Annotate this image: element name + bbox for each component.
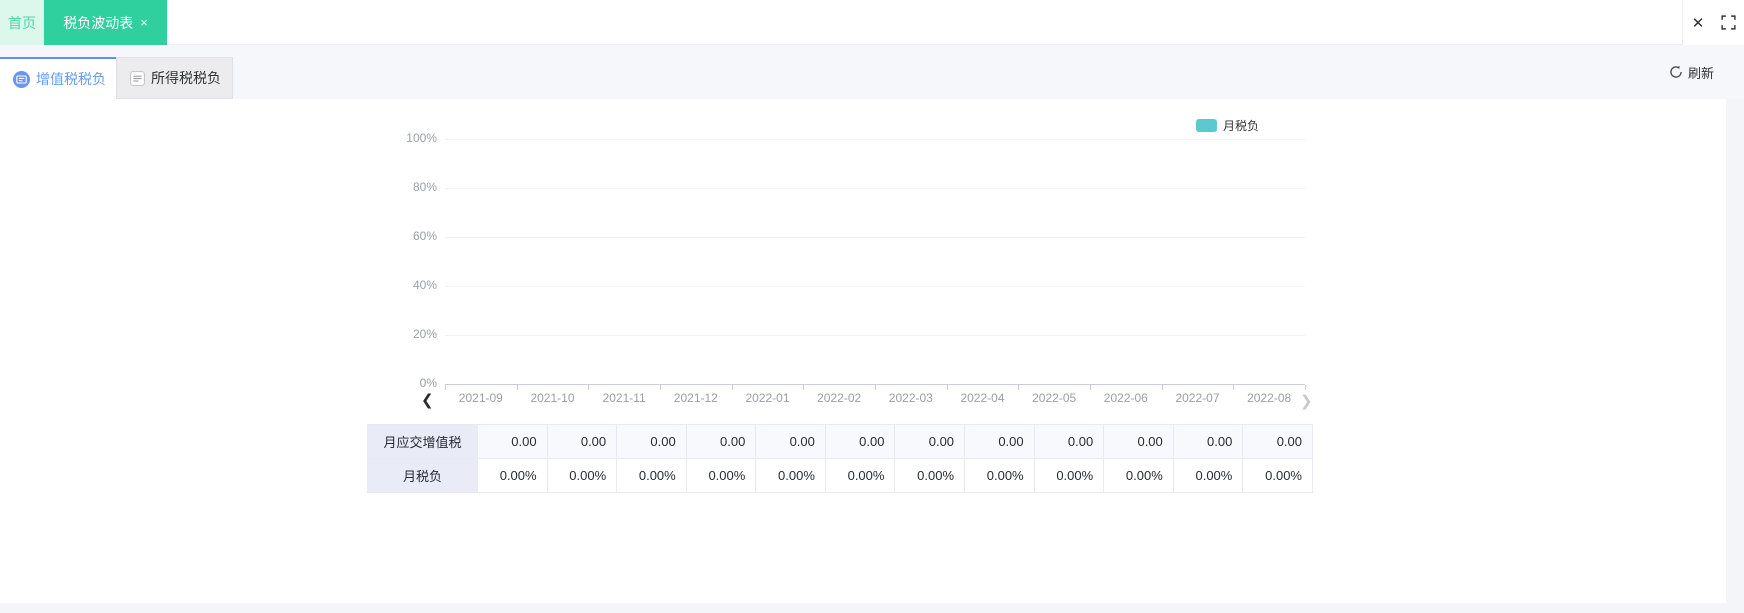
value-cell: 0.00 <box>546 424 618 459</box>
row-header-cell: 月应交增值税 <box>367 424 478 459</box>
x-axis-tick <box>1233 385 1235 390</box>
value-cell: 0.00 <box>616 424 687 459</box>
value-cell: 0.00 <box>1103 424 1174 459</box>
legend-label: 月税负 <box>1223 119 1260 133</box>
value-cell: 0.00% <box>1172 458 1244 493</box>
x-axis-tick <box>516 385 518 390</box>
refresh-label: 刷新 <box>1687 65 1714 81</box>
x-axis-label: 2022-03 <box>888 391 933 405</box>
grid-line <box>445 286 1305 287</box>
x-axis-tick <box>875 385 876 390</box>
home-tab-label: 首页 <box>8 14 36 31</box>
fullscreen-icon <box>1721 15 1736 30</box>
top-window-bar: 首页 税负波动表 × ✕ <box>0 0 1744 45</box>
x-axis-tick <box>1090 385 1091 390</box>
doc-tab-tax-fluctuation[interactable]: 税负波动表 × <box>44 0 167 45</box>
y-axis-label: 60% <box>412 229 437 243</box>
y-axis-label: 20% <box>412 327 437 341</box>
y-axis-label: 0% <box>419 376 437 390</box>
vat-report-icon <box>13 70 30 88</box>
x-axis-label: 2021-10 <box>530 391 575 405</box>
value-cell: 0.00% <box>1242 458 1313 493</box>
refresh-icon <box>1670 65 1682 78</box>
x-axis-label: 2021-11 <box>602 391 646 405</box>
tax-burden-table: 月应交增值税 0.00 0.00 0.00 0.00 0.00 0.00 0.00 0.00 0.… <box>367 424 1313 493</box>
value-cell: 0.00 <box>894 424 966 459</box>
value-cell: 0.00% <box>824 458 896 493</box>
close-icon: ✕ <box>1691 14 1705 32</box>
chart-legend-monthly-tax[interactable]: 月税负 <box>1196 117 1259 134</box>
grid-line <box>445 188 1305 189</box>
value-cell: 0.00 <box>477 424 548 459</box>
tab-income-label: 所得税税负 <box>151 70 221 86</box>
report-tab-strip: 增值税税负 所得税税负 刷新 <box>0 45 1744 99</box>
x-axis-tick <box>1305 385 1306 390</box>
doc-tab-label: 税负波动表 <box>63 14 134 31</box>
x-axis-line <box>445 384 1305 385</box>
x-axis-label: 2021-09 <box>458 391 503 405</box>
income-report-icon <box>130 70 145 86</box>
table-row: 月税负 0.00% 0.00% 0.00% 0.00% 0.00% 0.00% 0.00% 0.… <box>367 458 1313 493</box>
refresh-button[interactable]: 刷新 <box>1669 45 1714 99</box>
grid-line <box>445 237 1305 238</box>
x-axis-label: 2022-02 <box>817 391 862 405</box>
legend-swatch <box>1196 119 1217 132</box>
chart-next-page-button[interactable]: ❯ <box>1300 393 1313 410</box>
value-cell: 0.00% <box>894 458 966 493</box>
tab-vat-tax-burden[interactable]: 增值税税负 <box>0 57 116 99</box>
x-axis-tick <box>803 385 805 390</box>
value-cell: 0.00% <box>1033 458 1105 493</box>
value-cell: 0.00% <box>755 458 826 493</box>
window-fullscreen-button[interactable] <box>1713 0 1744 45</box>
value-cell: 0.00 <box>755 424 826 459</box>
grid-line <box>445 335 1305 336</box>
x-axis-label: 2021-12 <box>673 391 718 405</box>
value-cell: 0.00 <box>685 424 757 459</box>
value-cell: 0.00 <box>1033 424 1105 459</box>
x-axis-tick <box>1018 385 1020 390</box>
x-axis-label: 2022-06 <box>1103 391 1148 405</box>
x-axis-label: 2022-08 <box>1247 391 1292 405</box>
value-cell: 0.00% <box>1103 458 1174 493</box>
tab-vat-label: 增值税税负 <box>36 71 106 87</box>
report-content-card <box>0 99 1726 603</box>
tab-income-tax-burden[interactable]: 所得税税负 <box>116 57 233 99</box>
table-row: 月应交增值税 0.00 0.00 0.00 0.00 0.00 0.00 0.00 0.00 0.… <box>367 424 1313 459</box>
doc-tab-close-icon[interactable]: × <box>140 15 148 30</box>
x-axis-tick <box>445 385 446 390</box>
x-axis-tick <box>731 385 733 390</box>
x-axis-label: 2022-05 <box>1032 391 1077 405</box>
x-axis-tick <box>946 385 948 390</box>
x-axis-tick <box>660 385 661 390</box>
x-axis-label: 2022-04 <box>960 391 1005 405</box>
x-axis-label: 2022-07 <box>1175 391 1220 405</box>
value-cell: 0.00% <box>616 458 687 493</box>
value-cell: 0.00 <box>824 424 896 459</box>
window-close-button[interactable]: ✕ <box>1682 0 1713 45</box>
chart-prev-page-button[interactable]: ❮ <box>421 392 434 409</box>
value-cell: 0.00% <box>546 458 618 493</box>
y-axis-label: 80% <box>412 180 437 194</box>
value-cell: 0.00% <box>685 458 757 493</box>
value-cell: 0.00 <box>964 424 1035 459</box>
y-axis-label: 40% <box>412 278 437 292</box>
x-axis-label: 2022-01 <box>745 391 790 405</box>
value-cell: 0.00% <box>477 458 548 493</box>
x-axis-tick <box>1161 385 1163 390</box>
home-tab[interactable]: 首页 <box>0 0 44 45</box>
row-header-cell: 月税负 <box>367 458 478 493</box>
y-axis-label: 100% <box>406 131 437 145</box>
value-cell: 0.00% <box>964 458 1035 493</box>
value-cell: 0.00 <box>1172 424 1244 459</box>
value-cell: 0.00 <box>1242 424 1313 459</box>
x-axis-tick <box>588 385 590 390</box>
grid-line <box>445 139 1305 140</box>
